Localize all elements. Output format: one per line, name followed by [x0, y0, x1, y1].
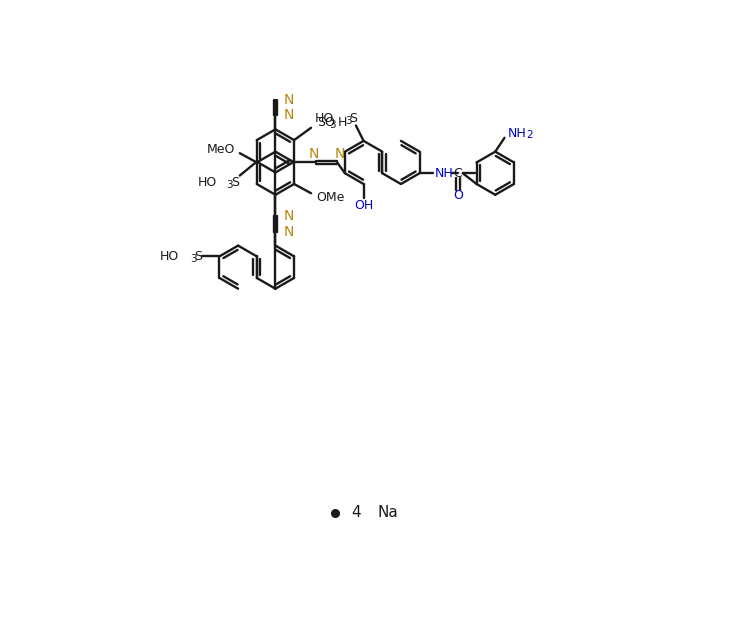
- Text: SO: SO: [317, 116, 335, 129]
- Text: 3: 3: [227, 180, 233, 190]
- Text: N: N: [284, 93, 294, 107]
- Text: 2: 2: [526, 130, 533, 140]
- Text: OH: OH: [354, 199, 373, 212]
- Text: NH: NH: [435, 167, 453, 180]
- Text: NH: NH: [508, 126, 526, 140]
- Text: O: O: [453, 189, 463, 202]
- Text: MeO: MeO: [207, 143, 235, 156]
- Text: S: S: [350, 112, 358, 125]
- Text: HO: HO: [315, 112, 334, 125]
- Text: C: C: [453, 167, 462, 180]
- Text: N: N: [284, 225, 294, 239]
- Text: OMe: OMe: [316, 190, 345, 204]
- Text: N: N: [335, 147, 345, 161]
- Text: 3: 3: [345, 116, 351, 126]
- Text: 4: 4: [352, 505, 362, 520]
- Text: S: S: [195, 250, 202, 263]
- Text: HO: HO: [197, 176, 216, 189]
- Text: 3: 3: [190, 254, 196, 264]
- Text: 3: 3: [329, 120, 336, 130]
- Text: Na: Na: [378, 505, 399, 520]
- Text: N: N: [284, 210, 294, 224]
- Text: S: S: [231, 176, 239, 189]
- Text: HO: HO: [160, 250, 179, 263]
- Text: H: H: [338, 116, 348, 129]
- Text: N: N: [284, 109, 294, 123]
- Text: N: N: [309, 147, 319, 161]
